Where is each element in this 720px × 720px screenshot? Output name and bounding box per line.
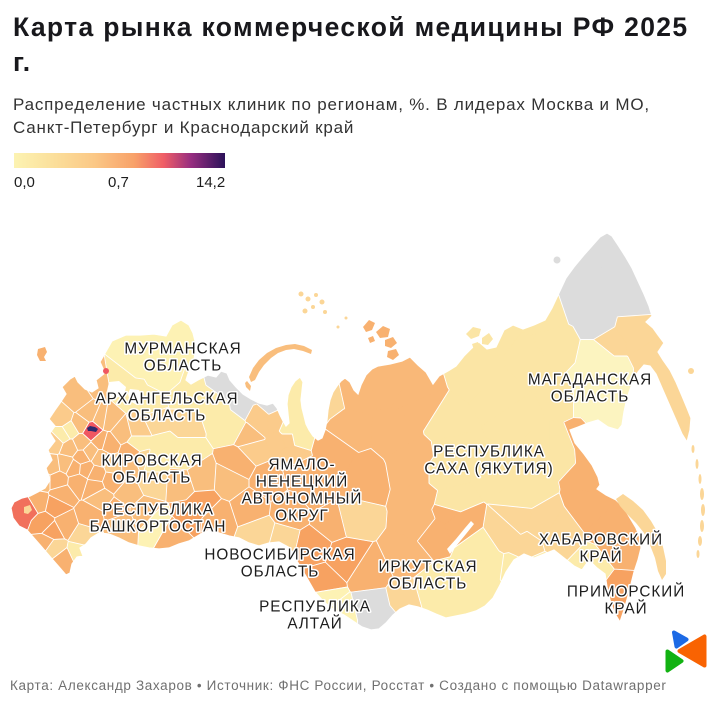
svg-text:ЯМАЛО-: ЯМАЛО- [268, 457, 335, 474]
svg-text:ОБЛАСТЬ: ОБЛАСТЬ [144, 358, 222, 375]
svg-text:ХАБАРОВСКИЙ: ХАБАРОВСКИЙ [539, 531, 663, 549]
svg-text:САХА (ЯКУТИЯ): САХА (ЯКУТИЯ) [424, 461, 553, 478]
svg-text:РЕСПУБЛИКА: РЕСПУБЛИКА [433, 444, 545, 461]
svg-text:БАШКОРТОСТАН: БАШКОРТОСТАН [90, 519, 227, 536]
svg-text:ПРИМОРСКИЙ: ПРИМОРСКИЙ [567, 583, 685, 601]
svg-text:ОБЛАСТЬ: ОБЛАСТЬ [389, 576, 467, 593]
svg-text:ОБЛАСТЬ: ОБЛАСТЬ [128, 408, 206, 425]
svg-text:РЕСПУБЛИКА: РЕСПУБЛИКА [259, 599, 371, 616]
svg-text:АЛТАЙ: АЛТАЙ [287, 615, 342, 633]
svg-text:НЕНЕЦКИЙ: НЕНЕЦКИЙ [256, 473, 348, 491]
svg-text:КРАЙ: КРАЙ [579, 548, 622, 566]
svg-text:ОБЛАСТЬ: ОБЛАСТЬ [551, 389, 629, 406]
svg-text:РЕСПУБЛИКА: РЕСПУБЛИКА [102, 502, 214, 519]
svg-text:МАГАДАНСКАЯ: МАГАДАНСКАЯ [528, 372, 652, 389]
svg-text:КРАЙ: КРАЙ [604, 600, 647, 618]
svg-text:ОКРУГ: ОКРУГ [275, 508, 328, 525]
svg-text:ОБЛАСТЬ: ОБЛАСТЬ [241, 564, 319, 581]
svg-text:ОБЛАСТЬ: ОБЛАСТЬ [113, 470, 191, 487]
svg-text:МУРМАНСКАЯ: МУРМАНСКАЯ [124, 341, 241, 358]
svg-text:НОВОСИБИРСКАЯ: НОВОСИБИРСКАЯ [204, 547, 355, 564]
svg-text:АРХАНГЕЛЬСКАЯ: АРХАНГЕЛЬСКАЯ [96, 391, 239, 408]
svg-text:КИРОВСКАЯ: КИРОВСКАЯ [101, 453, 202, 470]
svg-text:АВТОНОМНЫЙ: АВТОНОМНЫЙ [242, 490, 363, 508]
svg-text:ИРКУТСКАЯ: ИРКУТСКАЯ [378, 559, 477, 576]
